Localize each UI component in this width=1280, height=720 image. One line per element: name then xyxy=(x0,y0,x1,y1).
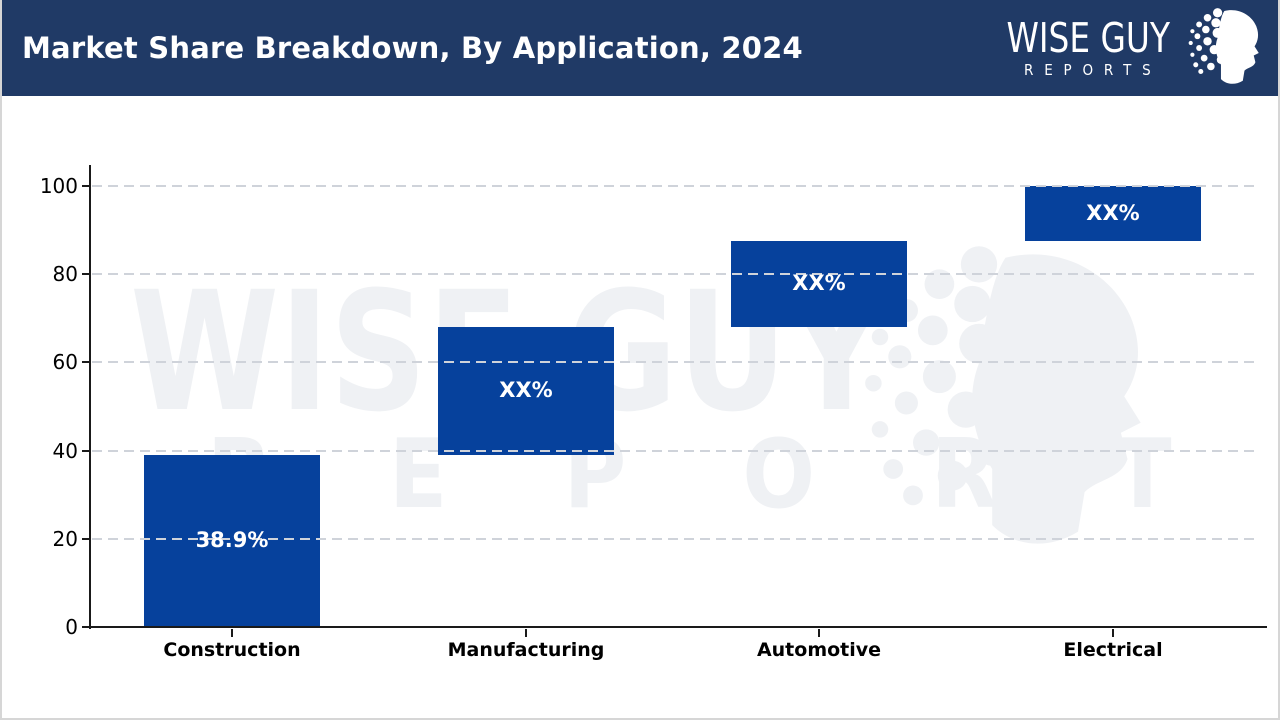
y-tick-label: 40 xyxy=(52,439,78,463)
y-axis-line xyxy=(89,165,91,629)
wiseguy-logo: WISE GUY REPORTS xyxy=(986,4,1268,92)
page-title: Market Share Breakdown, By Application, … xyxy=(22,31,803,65)
y-tick-mark xyxy=(82,185,90,187)
x-axis-line xyxy=(89,626,1267,628)
logo-subtitle: REPORTS xyxy=(1024,61,1162,80)
logo-text: WISE GUY REPORTS xyxy=(986,13,1190,80)
x-tick-mark xyxy=(231,629,233,637)
bar-value-label: XX% xyxy=(1086,201,1140,225)
bar-automotive xyxy=(731,241,907,327)
y-tick-label: 100 xyxy=(39,174,78,198)
y-tick-mark xyxy=(82,626,90,628)
x-category-label: Manufacturing xyxy=(447,639,605,661)
bar-electrical xyxy=(1025,186,1201,241)
bar-construction xyxy=(144,455,320,627)
gridline-60 xyxy=(92,361,1258,363)
bar-value-label: XX% xyxy=(792,271,846,295)
y-tick-mark xyxy=(82,361,90,363)
y-tick-label: 60 xyxy=(52,350,78,374)
x-tick-mark xyxy=(1112,629,1114,637)
gridline-20 xyxy=(92,538,1258,540)
x-category-label: Automotive xyxy=(756,639,882,661)
y-tick-label: 80 xyxy=(52,262,78,286)
logo-name: WISE GUY xyxy=(1006,13,1170,62)
gridline-100 xyxy=(92,185,1258,187)
y-tick-label: 0 xyxy=(65,615,78,639)
y-tick-mark xyxy=(82,273,90,275)
bar-value-label: XX% xyxy=(499,378,553,402)
x-category-label: Electrical xyxy=(1063,639,1163,661)
gridline-40 xyxy=(92,450,1258,452)
x-tick-mark xyxy=(818,629,820,637)
y-tick-mark xyxy=(82,450,90,452)
y-tick-label: 20 xyxy=(52,527,78,551)
gridline-80 xyxy=(92,273,1258,275)
bar-manufacturing xyxy=(438,327,614,455)
x-category-label: Construction xyxy=(163,639,301,661)
bar-value-label: 38.9% xyxy=(195,528,269,552)
y-tick-mark xyxy=(82,538,90,540)
x-tick-mark xyxy=(525,629,527,637)
header-bar: Market Share Breakdown, By Application, … xyxy=(2,0,1278,96)
